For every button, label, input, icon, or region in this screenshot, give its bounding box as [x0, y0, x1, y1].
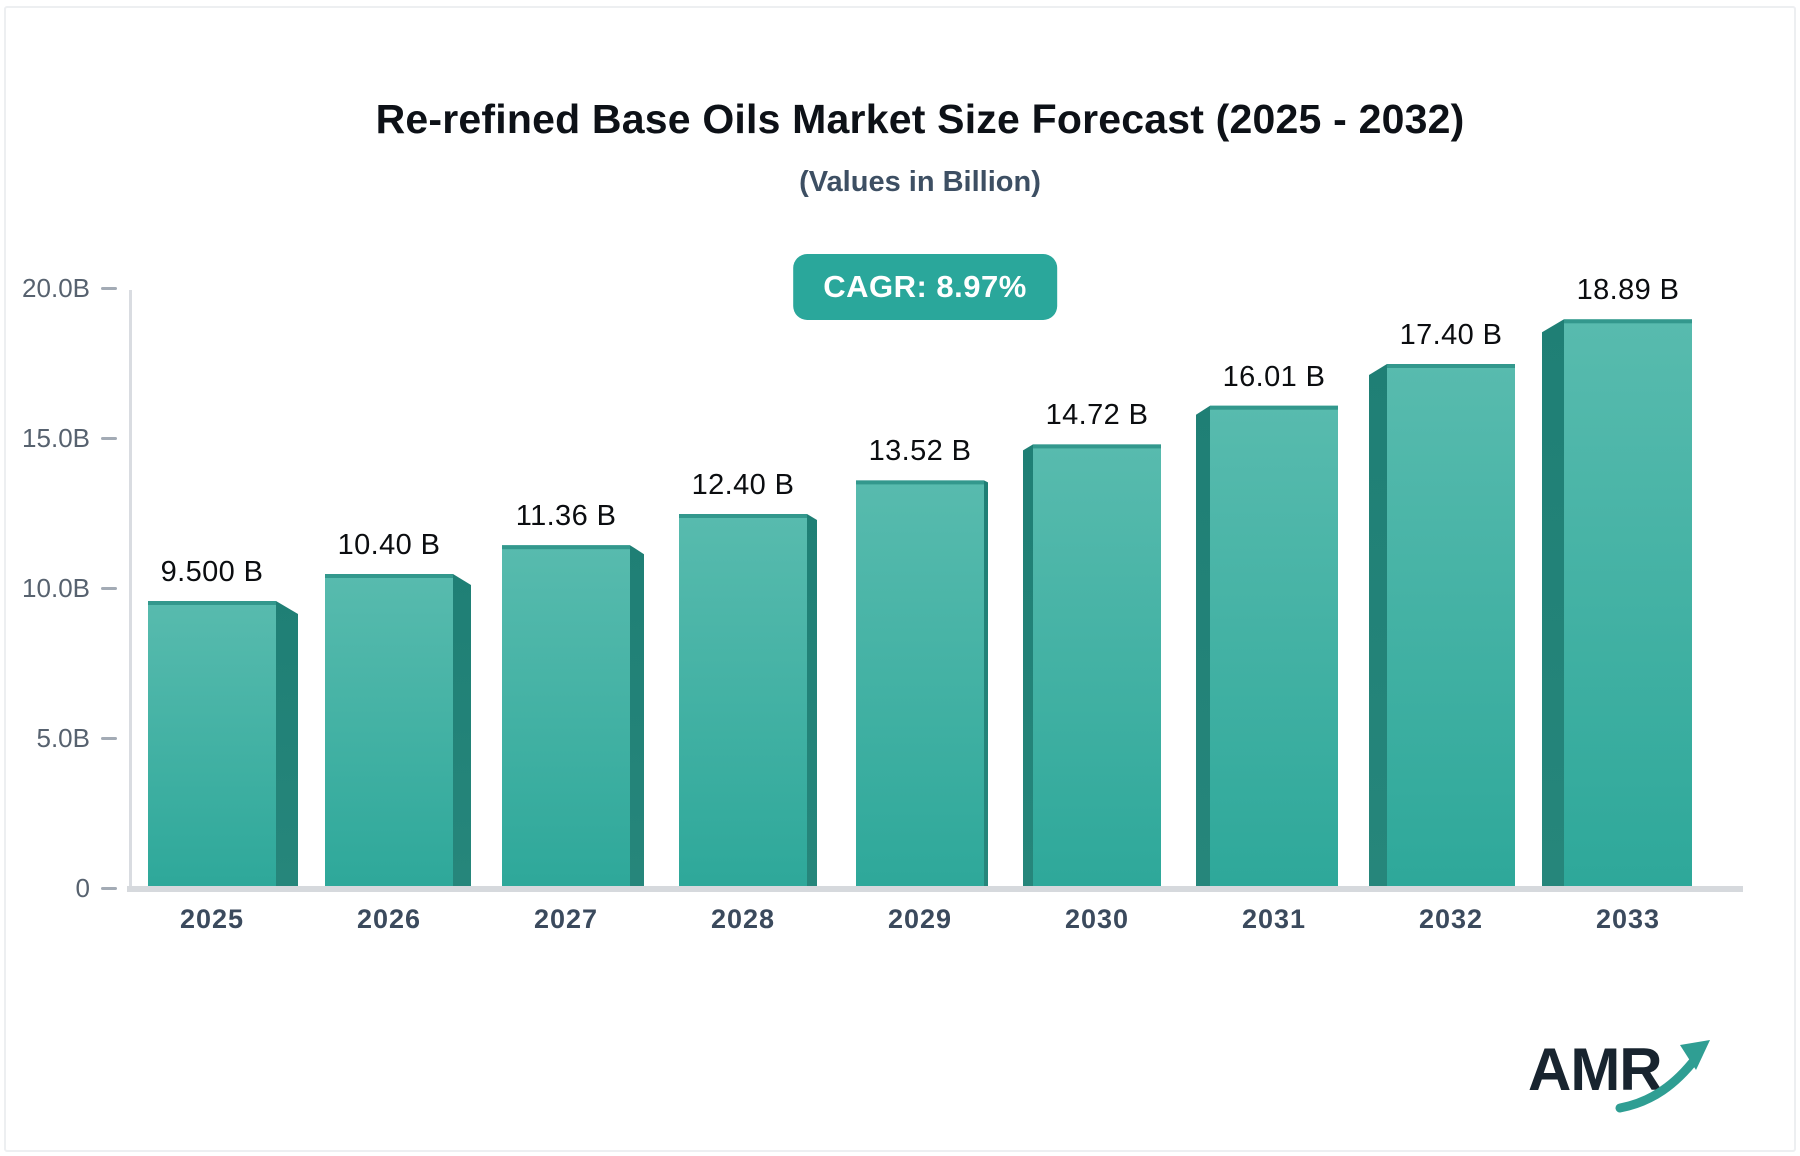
- logo-arrow-swoosh: [1615, 1053, 1701, 1113]
- y-tick-label-20.0B: 20.0B: [22, 273, 90, 303]
- bar-side-panel: [1542, 319, 1564, 886]
- cagr-badge: CAGR: 8.97%: [793, 254, 1057, 320]
- bar-face: [1564, 319, 1692, 886]
- chart-subtitle: (Values in Billion): [799, 166, 1041, 198]
- bar-top-edge: [1387, 364, 1515, 368]
- bar-side-panel: [807, 514, 817, 886]
- bar-2032: [1369, 364, 1515, 886]
- bar-face: [1033, 444, 1161, 886]
- x-tick-label-2026: 2026: [356, 904, 422, 934]
- y-axis-line: [129, 290, 132, 888]
- bar-face: [679, 514, 807, 886]
- x-tick-label-2032: 2032: [1418, 904, 1484, 934]
- bar-side-panel: [1196, 405, 1210, 886]
- bar-side-panel: [276, 601, 298, 886]
- x-tick-label-2033: 2033: [1595, 904, 1661, 934]
- y-tick-label-0: 0: [75, 873, 90, 903]
- bar-face: [856, 480, 984, 886]
- bar-top-edge: [325, 574, 453, 578]
- y-tick-mark: [101, 287, 117, 290]
- bar-top-edge: [148, 601, 276, 605]
- y-tick-mark: [101, 437, 117, 440]
- x-axis-baseline: [127, 886, 1743, 892]
- logo-arrow-head-icon: [1680, 1040, 1710, 1070]
- bar-face: [1387, 364, 1515, 886]
- x-tick-label-2031: 2031: [1241, 904, 1307, 934]
- bar-top-edge: [1033, 444, 1161, 449]
- y-tick-label-10.0B: 10.0B: [22, 573, 90, 603]
- bar-top-edge: [1564, 319, 1692, 324]
- bar-top-edge: [856, 480, 984, 485]
- bar-side-panel: [1023, 444, 1033, 886]
- bar-face: [148, 601, 276, 886]
- bar-top-edge: [679, 514, 807, 518]
- chart-title: Re-refined Base Oils Market Size Forecas…: [375, 96, 1465, 142]
- bar-top-edge: [502, 545, 630, 550]
- bar-2025: [148, 601, 298, 886]
- bar-side-panel: [1369, 364, 1387, 886]
- bar-face: [502, 545, 630, 886]
- bar-2031: [1196, 405, 1338, 886]
- amr-logo: AMR: [1528, 1036, 1710, 1113]
- bar-value-label-2032: 17.40 B: [1399, 319, 1503, 351]
- bar-side-panel: [984, 480, 988, 886]
- y-tick-mark: [101, 587, 117, 590]
- bar-side-panel: [630, 545, 644, 886]
- x-tick-label-2027: 2027: [533, 904, 599, 934]
- bar-2030: [1023, 444, 1161, 886]
- y-tick-mark: [101, 887, 117, 890]
- bar-value-label-2030: 14.72 B: [1045, 399, 1149, 432]
- bar-2028: [679, 514, 817, 886]
- bar-2026: [325, 574, 471, 886]
- y-tick-label-15.0B: 15.0B: [22, 423, 90, 453]
- bar-face: [325, 574, 453, 886]
- y-tick-mark: [101, 737, 117, 740]
- bar-2029: [856, 480, 988, 886]
- bar-face: [1210, 405, 1338, 886]
- y-tick-label-5.0B: 5.0B: [36, 723, 91, 753]
- bar-value-label-2028: 12.40 B: [691, 469, 795, 501]
- x-tick-label-2030: 2030: [1064, 904, 1130, 934]
- x-tick-label-2025: 2025: [179, 904, 245, 934]
- bar-value-label-2031: 16.01 B: [1222, 360, 1326, 393]
- bar-2027: [502, 545, 644, 886]
- x-tick-label-2028: 2028: [710, 904, 776, 934]
- bar-2033: [1542, 319, 1692, 886]
- bar-side-panel: [453, 574, 471, 886]
- bar-value-label-2029: 13.52 B: [868, 435, 972, 468]
- bar-value-label-2033: 18.89 B: [1576, 274, 1680, 307]
- bar-value-label-2027: 11.36 B: [515, 500, 617, 533]
- bar-top-edge: [1210, 405, 1338, 410]
- amr-logo-text: AMR: [1528, 1036, 1662, 1103]
- bar-value-label-2025: 9.500 B: [160, 556, 264, 588]
- bar-value-label-2026: 10.40 B: [337, 529, 441, 561]
- x-tick-label-2029: 2029: [887, 904, 953, 934]
